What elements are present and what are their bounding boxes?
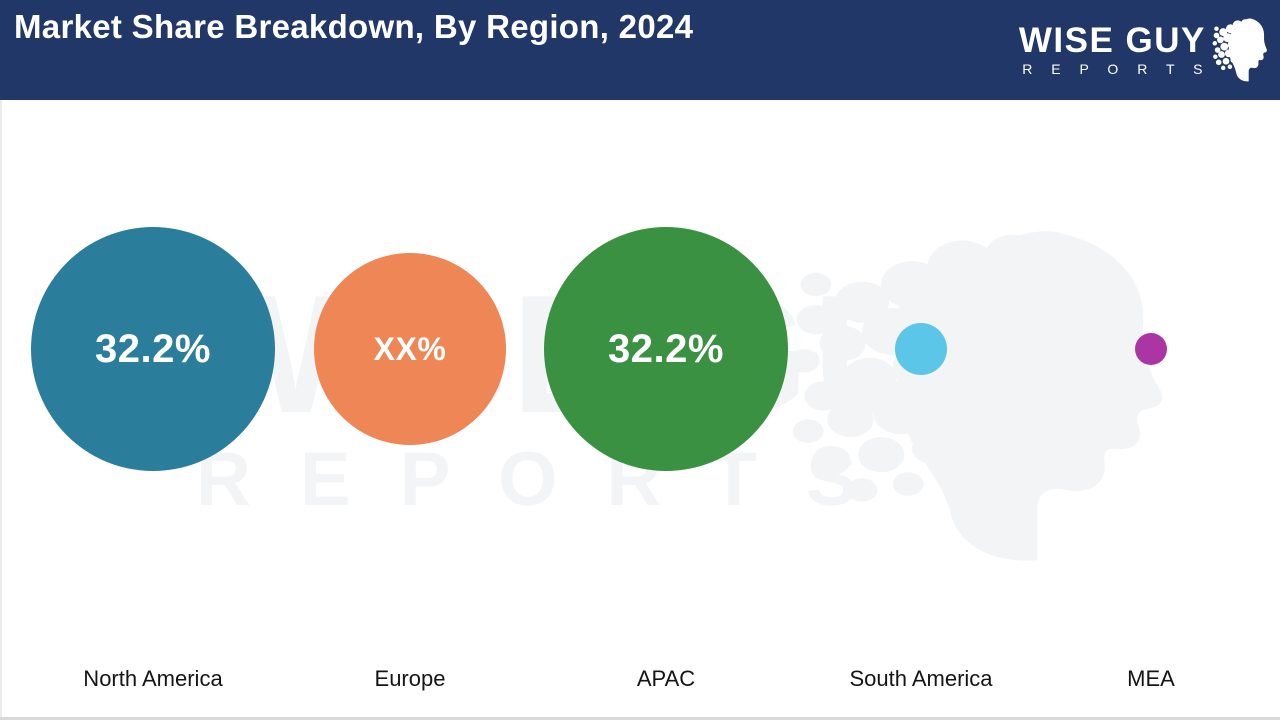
header-bar: Market Share Breakdown, By Region, 2024 … [0,0,1280,100]
left-edge-line [0,100,2,717]
chart-area: WISE GUY R E P O R T S 32.2%North Americ… [0,100,1280,720]
bubble-value-label: 32.2% [95,326,211,371]
bubble-value-label: 32.2% [608,326,724,371]
bottom-divider [0,717,1280,720]
region-label-europe: Europe [374,666,446,691]
region-label-north-america: North America [83,666,223,691]
region-label-apac: APAC [636,666,696,691]
region-label-mea: MEA [1127,666,1175,691]
region-label-south-america: South America [849,666,993,691]
logo-subtext: R E P O R T S [1022,61,1210,77]
logo-wordmark: WISE GUY [1018,21,1206,60]
wiseguy-logo: WISE GUY R E P O R T S [1015,6,1268,94]
head-profile-icon [1212,18,1267,82]
bubble-apac: 32.2% [544,227,788,471]
bubble-europe: XX% [314,253,506,445]
watermark-subtext: R E P O R T S [196,437,871,522]
logo-text-block: WISE GUY R E P O R T S [1015,23,1210,77]
page-title: Market Share Breakdown, By Region, 2024 [14,8,694,45]
watermark-head-graphic [788,231,1163,561]
bubble-north-america: 32.2% [31,227,275,471]
bubble-value-label: XX% [373,330,447,367]
bubble-south-america [895,323,947,375]
bubble-mea [1135,333,1167,365]
